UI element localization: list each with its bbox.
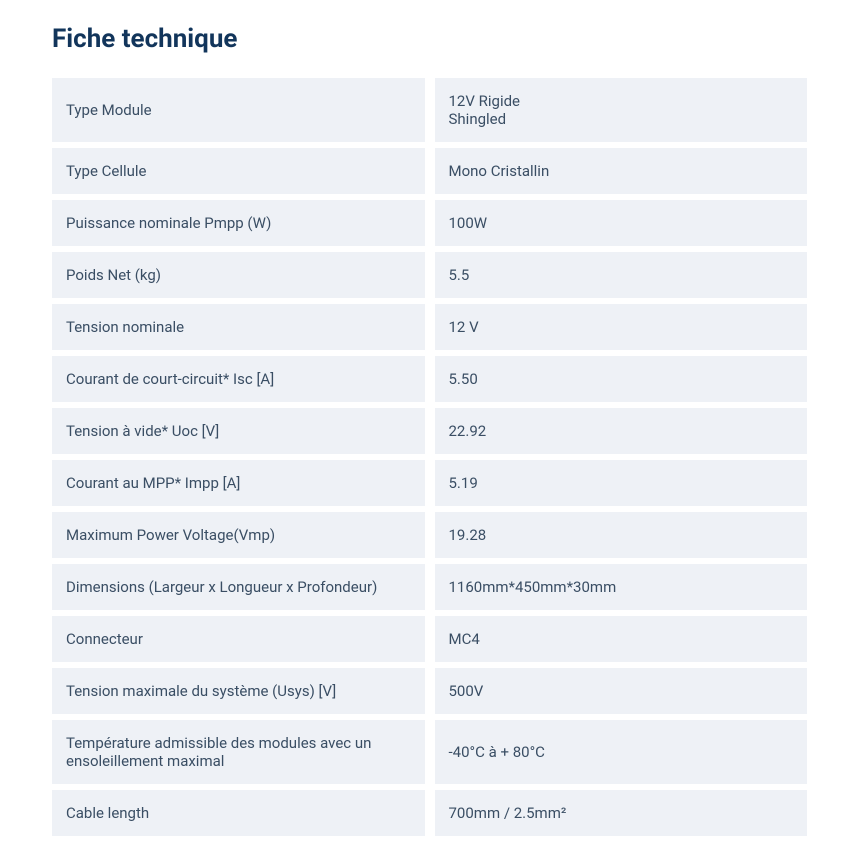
spec-label: Température admissible des modules avec …: [52, 720, 425, 784]
table-row: Tension maximale du système (Usys) [V]50…: [52, 668, 807, 714]
spec-label: Tension à vide* Uoc [V]: [52, 408, 425, 454]
table-row: Type CelluleMono Cristallin: [52, 148, 807, 194]
spec-label: Courant de court-circuit* Isc [A]: [52, 356, 425, 402]
spec-label: Poids Net (kg): [52, 252, 425, 298]
table-row: Poids Net (kg)5.5: [52, 252, 807, 298]
spec-value: 5.5: [435, 252, 808, 298]
spec-value: 19.28: [435, 512, 808, 558]
spec-label: Type Module: [52, 78, 425, 142]
spec-label: Tension maximale du système (Usys) [V]: [52, 668, 425, 714]
table-row: Tension nominale12 V: [52, 304, 807, 350]
spec-value: 12 V: [435, 304, 808, 350]
page-title: Fiche technique: [52, 24, 807, 54]
spec-table: Type Module12V Rigide ShingledType Cellu…: [52, 78, 807, 836]
table-row: Tension à vide* Uoc [V]22.92: [52, 408, 807, 454]
spec-value: -40°C à + 80°C: [435, 720, 808, 784]
spec-label: Type Cellule: [52, 148, 425, 194]
table-row: Dimensions (Largeur x Longueur x Profond…: [52, 564, 807, 610]
table-row: ConnecteurMC4: [52, 616, 807, 662]
table-row: Type Module12V Rigide Shingled: [52, 78, 807, 142]
table-row: Maximum Power Voltage(Vmp)19.28: [52, 512, 807, 558]
spec-label: Puissance nominale Pmpp (W): [52, 200, 425, 246]
table-row: Courant de court-circuit* Isc [A]5.50: [52, 356, 807, 402]
spec-label: Cable length: [52, 790, 425, 836]
spec-label: Courant au MPP* Impp [A]: [52, 460, 425, 506]
spec-value: Mono Cristallin: [435, 148, 808, 194]
spec-label: Connecteur: [52, 616, 425, 662]
table-row: Cable length700mm / 2.5mm²: [52, 790, 807, 836]
spec-value: 100W: [435, 200, 808, 246]
spec-value: 22.92: [435, 408, 808, 454]
spec-value: 12V Rigide Shingled: [435, 78, 808, 142]
spec-value: 5.50: [435, 356, 808, 402]
spec-label: Tension nominale: [52, 304, 425, 350]
spec-value: 700mm / 2.5mm²: [435, 790, 808, 836]
spec-label: Maximum Power Voltage(Vmp): [52, 512, 425, 558]
spec-value: 1160mm*450mm*30mm: [435, 564, 808, 610]
spec-label: Dimensions (Largeur x Longueur x Profond…: [52, 564, 425, 610]
spec-value: 500V: [435, 668, 808, 714]
spec-value: 5.19: [435, 460, 808, 506]
spec-value: MC4: [435, 616, 808, 662]
table-row: Courant au MPP* Impp [A]5.19: [52, 460, 807, 506]
table-row: Puissance nominale Pmpp (W)100W: [52, 200, 807, 246]
table-row: Température admissible des modules avec …: [52, 720, 807, 784]
